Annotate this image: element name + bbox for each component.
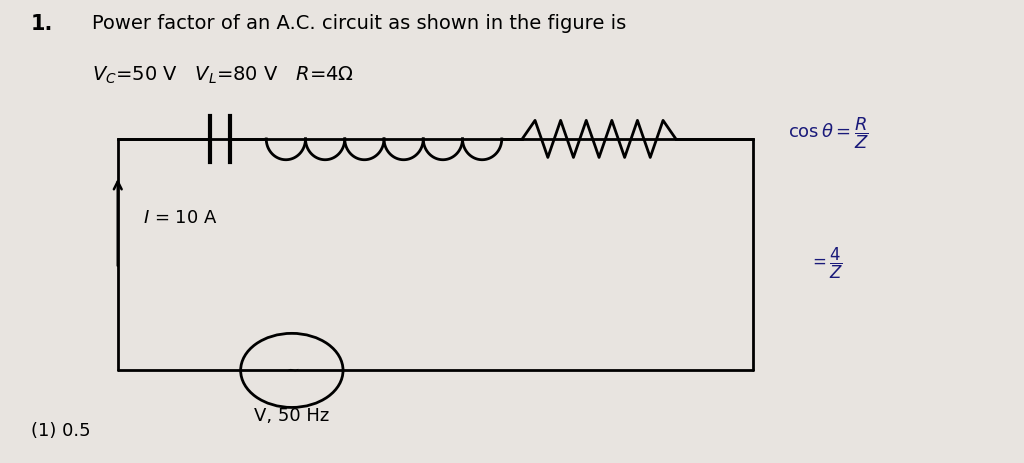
Text: (1) 0.5: (1) 0.5 <box>31 422 90 440</box>
Text: $V_C$=50 V   $V_L$=80 V   $R$=4$\Omega$: $V_C$=50 V $V_L$=80 V $R$=4$\Omega$ <box>92 65 354 86</box>
Text: V, 50 Hz: V, 50 Hz <box>254 407 330 425</box>
Text: ~: ~ <box>285 362 299 379</box>
Text: Power factor of an A.C. circuit as shown in the figure is: Power factor of an A.C. circuit as shown… <box>92 14 627 33</box>
Text: 1.: 1. <box>31 14 53 34</box>
Text: $I$ = 10 A: $I$ = 10 A <box>143 209 218 226</box>
Text: $=\dfrac{4}{Z}$: $=\dfrac{4}{Z}$ <box>809 245 843 281</box>
Text: $\cos\theta =\dfrac{R}{Z}$: $\cos\theta =\dfrac{R}{Z}$ <box>788 116 869 151</box>
